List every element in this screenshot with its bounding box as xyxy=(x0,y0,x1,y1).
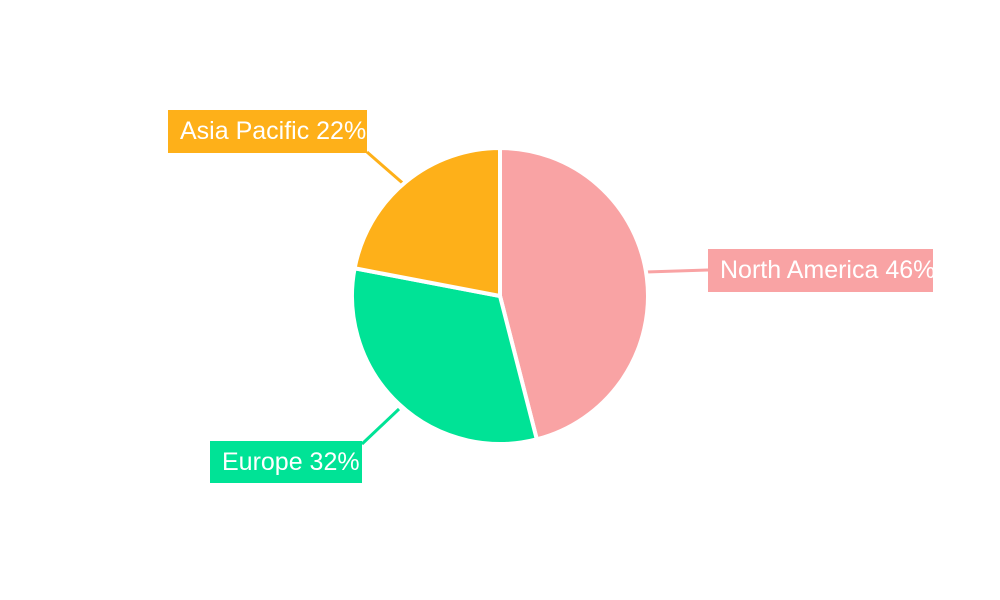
datalabel-europe-text: Europe 32% xyxy=(222,447,360,476)
datalabel-north-america-text: North America 46% xyxy=(720,256,936,284)
datalabel-europe[interactable]: Europe 32% xyxy=(210,441,362,483)
datalabel-asia-pacific[interactable]: Asia Pacific 22% xyxy=(168,110,367,153)
leader-line-north-america xyxy=(645,268,709,274)
pie-slice-europe[interactable] xyxy=(350,266,539,446)
leader-line-asia-pacific xyxy=(366,150,407,188)
datalabel-asia-pacific-text: Asia Pacific 22% xyxy=(180,117,367,145)
pie-slice-north-america[interactable] xyxy=(498,146,650,442)
datalabel-north-america[interactable]: North America 46% xyxy=(708,249,936,292)
pie-slice-asia-pacific[interactable] xyxy=(352,146,502,298)
leader-line-europe xyxy=(360,407,401,446)
